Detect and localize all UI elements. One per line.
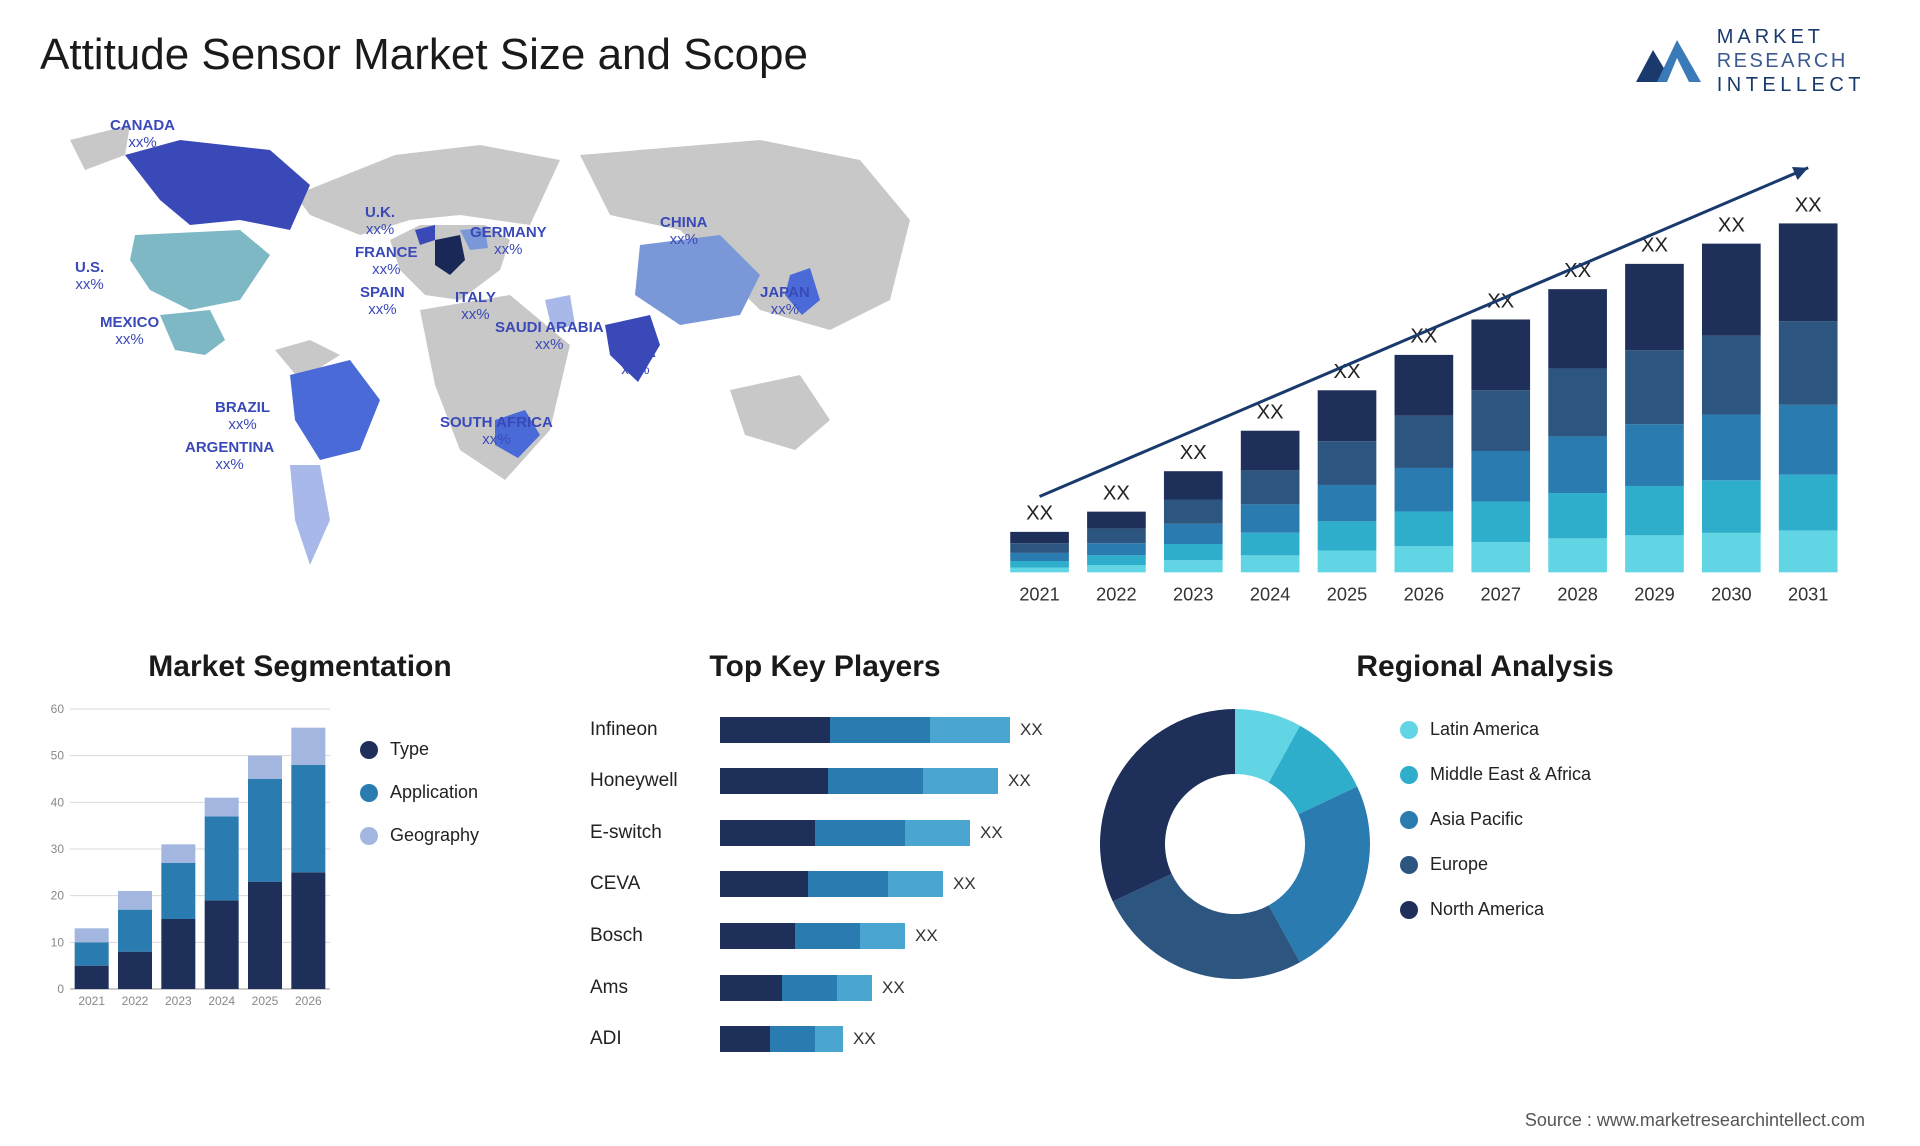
- svg-text:2025: 2025: [1327, 585, 1367, 605]
- map-country-label: ARGENTINAxx%: [185, 440, 274, 473]
- svg-text:20: 20: [51, 889, 65, 903]
- player-name: Bosch: [590, 925, 705, 947]
- svg-text:2022: 2022: [122, 994, 149, 1008]
- player-bar-row: XX: [720, 975, 1060, 1001]
- map-country-label: INDIAxx%: [615, 345, 656, 378]
- page-title: Attitude Sensor Market Size and Scope: [40, 30, 1880, 80]
- player-labels: Infineon Honeywell E-switch CEVA Bosch Ams ADI: [590, 699, 705, 1070]
- map-country-label: ITALYxx%: [455, 290, 496, 323]
- donut-legend: Latin America Middle East & Africa Asia Pa…: [1400, 699, 1880, 920]
- svg-text:60: 60: [51, 702, 65, 716]
- player-bar-row: XX: [720, 768, 1060, 794]
- map-country-label: U.S.xx%: [75, 260, 104, 293]
- bottom-row: Market Segmentation 0 10 20 30 40 50 60 2021 202…: [40, 650, 1880, 1070]
- svg-text:2026: 2026: [1404, 585, 1444, 605]
- player-bar-row: XX: [720, 923, 1060, 949]
- svg-text:2028: 2028: [1557, 585, 1597, 605]
- world-map: [40, 100, 940, 590]
- map-country-label: GERMANYxx%: [470, 225, 547, 258]
- logo-mountain-icon: [1633, 32, 1705, 90]
- legend-item: Application: [360, 782, 560, 803]
- svg-text:50: 50: [51, 749, 65, 763]
- svg-text:40: 40: [51, 795, 65, 809]
- svg-text:2024: 2024: [1250, 585, 1290, 605]
- brand-logo: MARKET RESEARCH INTELLECT: [1633, 25, 1865, 97]
- svg-text:10: 10: [51, 935, 65, 949]
- player-bar-row: XX: [720, 717, 1060, 743]
- player-name: E-switch: [590, 822, 705, 844]
- svg-text:XX: XX: [1718, 215, 1745, 237]
- player-name: Infineon: [590, 719, 705, 741]
- logo-line2: RESEARCH: [1717, 49, 1865, 73]
- map-country-label: SPAINxx%: [360, 285, 405, 318]
- regional-panel: Regional Analysis Latin America Middle Ea…: [1090, 650, 1880, 1070]
- world-map-panel: CANADAxx% U.S.xx% MEXICOxx% BRAZILxx% ARGENT…: [40, 100, 960, 630]
- map-country-label: MEXICOxx%: [100, 315, 159, 348]
- map-country-label: CHINAxx%: [660, 215, 708, 248]
- legend-item: Type: [360, 739, 560, 760]
- player-bar-row: XX: [720, 871, 1060, 897]
- top-row: CANADAxx% U.S.xx% MEXICOxx% BRAZILxx% ARGENT…: [40, 100, 1880, 630]
- svg-text:2023: 2023: [165, 994, 192, 1008]
- growth-bar-svg: XX2021XX2022XX2023XX2024XX2025XX2026XX20…: [990, 100, 1880, 630]
- source-attribution: Source : www.marketresearchintellect.com: [1525, 1110, 1865, 1131]
- player-name: Honeywell: [590, 770, 705, 792]
- map-country-label: SAUDI ARABIAxx%: [495, 320, 604, 353]
- svg-text:XX: XX: [1795, 194, 1822, 216]
- legend-item: North America: [1400, 899, 1880, 920]
- map-country-label: BRAZILxx%: [215, 400, 270, 433]
- map-country-label: SOUTH AFRICAxx%: [440, 415, 553, 448]
- logo-line1: MARKET: [1717, 25, 1865, 49]
- svg-text:2025: 2025: [252, 994, 279, 1008]
- segmentation-legend: Type Application Geography: [360, 699, 560, 1070]
- svg-text:XX: XX: [1257, 402, 1284, 424]
- svg-text:30: 30: [51, 842, 65, 856]
- logo-line3: INTELLECT: [1717, 73, 1865, 97]
- legend-item: Geography: [360, 825, 560, 846]
- svg-text:2024: 2024: [208, 994, 235, 1008]
- svg-text:2022: 2022: [1096, 585, 1136, 605]
- map-country-label: FRANCExx%: [355, 245, 418, 278]
- regional-title: Regional Analysis: [1090, 650, 1880, 684]
- svg-text:2021: 2021: [78, 994, 105, 1008]
- player-bars: XX XX XX XX XX XX XX: [720, 699, 1060, 1070]
- svg-text:2029: 2029: [1634, 585, 1674, 605]
- key-players-title: Top Key Players: [590, 650, 1060, 684]
- legend-item: Europe: [1400, 854, 1880, 875]
- key-players-panel: Top Key Players Infineon Honeywell E-switc…: [590, 650, 1060, 1070]
- player-name: CEVA: [590, 873, 705, 895]
- player-bar-row: XX: [720, 1026, 1060, 1052]
- donut-chart: [1090, 699, 1380, 989]
- svg-text:2021: 2021: [1019, 585, 1059, 605]
- segmentation-title: Market Segmentation: [40, 650, 560, 684]
- svg-text:2023: 2023: [1173, 585, 1213, 605]
- svg-text:0: 0: [57, 982, 64, 996]
- svg-text:XX: XX: [1103, 483, 1130, 505]
- svg-text:2027: 2027: [1481, 585, 1521, 605]
- svg-text:XX: XX: [1180, 442, 1207, 464]
- legend-item: Latin America: [1400, 719, 1880, 740]
- legend-item: Asia Pacific: [1400, 809, 1880, 830]
- map-country-label: U.K.xx%: [365, 205, 395, 238]
- svg-text:XX: XX: [1026, 503, 1053, 525]
- map-country-label: JAPANxx%: [760, 285, 810, 318]
- svg-text:2031: 2031: [1788, 585, 1828, 605]
- segmentation-chart: 0 10 20 30 40 50 60 2021 2022 2023 2024 2025 2026: [40, 699, 340, 1019]
- map-country-label: CANADAxx%: [110, 118, 175, 151]
- legend-item: Middle East & Africa: [1400, 764, 1880, 785]
- segmentation-panel: Market Segmentation 0 10 20 30 40 50 60 2021 202…: [40, 650, 560, 1070]
- player-bar-row: XX: [720, 820, 1060, 846]
- player-name: ADI: [590, 1028, 705, 1050]
- svg-text:2030: 2030: [1711, 585, 1751, 605]
- growth-bar-chart: XX2021XX2022XX2023XX2024XX2025XX2026XX20…: [990, 100, 1880, 630]
- svg-text:2026: 2026: [295, 994, 322, 1008]
- player-name: Ams: [590, 977, 705, 999]
